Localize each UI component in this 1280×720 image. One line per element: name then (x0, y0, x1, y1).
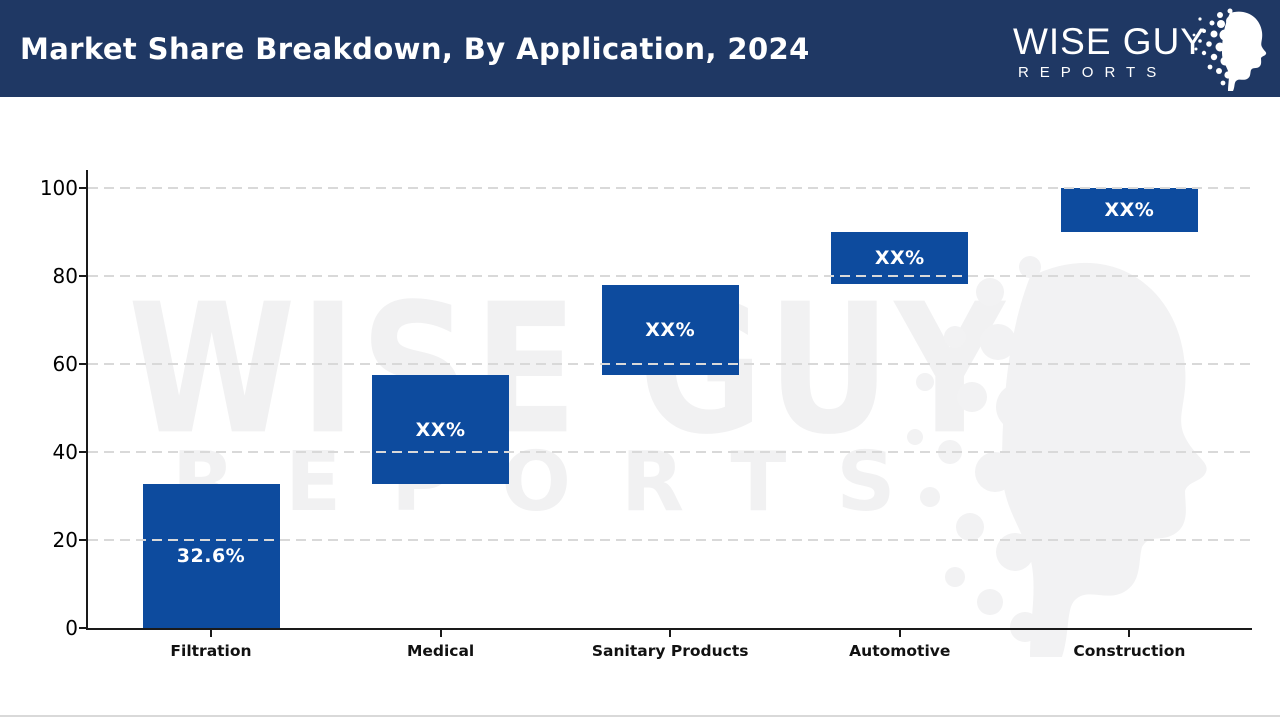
wise-guy-reports-logo: WISE GUY REPORTS (1013, 4, 1268, 94)
gridline-20 (88, 538, 1252, 541)
watermark-subtitle: REPORTS (172, 435, 946, 530)
bar-filtration: 32.6% (142, 484, 280, 628)
y-tick-mark-60 (79, 362, 87, 365)
header: Market Share Breakdown, By Application, … (0, 0, 1280, 97)
x-tick-mark-2 (439, 630, 442, 637)
x-tick-mark-3 (669, 630, 672, 637)
bar-medical: XX% (372, 374, 510, 485)
x-tick-mark-4 (898, 630, 901, 637)
bar-value-label: XX% (415, 418, 466, 441)
bar-value-label: 32.6% (176, 545, 246, 568)
y-tick-label-40: 40 (52, 439, 78, 464)
x-tick-mark-1 (210, 630, 212, 637)
x-axis-line (86, 628, 1252, 630)
x-tick-label-filtration: Filtration (170, 642, 252, 660)
y-tick-label-80: 80 (52, 263, 78, 288)
y-tick-label-20: 20 (52, 527, 78, 552)
bar-value-label: XX% (645, 318, 696, 341)
gridline-40 (88, 450, 1252, 453)
logo-subtitle: REPORTS (1017, 64, 1168, 81)
y-tick-mark-0 (79, 627, 87, 629)
gridline-80 (88, 274, 1252, 277)
x-tick-label-sanitary-products: Sanitary Products (591, 642, 749, 660)
x-tick-label-automotive: Automotive (849, 642, 951, 660)
bar-sanitary-products: XX% (601, 284, 739, 375)
y-axis-line (86, 170, 88, 628)
y-tick-mark-100 (79, 186, 87, 189)
x-tick-mark-5 (1128, 630, 1131, 637)
y-tick-mark-20 (79, 538, 87, 541)
y-tick-mark-40 (79, 450, 87, 453)
gridline-60 (88, 362, 1252, 365)
bar-value-label: XX% (874, 247, 925, 270)
bar-value-label: XX% (1104, 198, 1155, 221)
y-tick-label-100: 100 (39, 175, 78, 200)
watermark-wordmark: WISE GUY (128, 265, 1009, 474)
chart-area: WISE GUY REPORTS 32.6% XX% XX% XX% XX% 0 20 40 6… (0, 97, 1280, 720)
x-tick-label-medical: Medical (406, 642, 475, 660)
gridline-100 (88, 186, 1252, 189)
y-tick-label-0: 0 (65, 616, 78, 640)
y-tick-mark-80 (79, 274, 87, 277)
bottom-divider (0, 715, 1280, 717)
dotted-head-profile-icon (1192, 8, 1267, 91)
logo-wordmark: WISE GUY (1012, 21, 1206, 62)
x-tick-label-construction: Construction (1073, 642, 1186, 660)
y-tick-label-60: 60 (52, 351, 78, 376)
page-title: Market Share Breakdown, By Application, … (20, 31, 810, 66)
bar-construction: XX% (1060, 187, 1198, 232)
logo-text: WISE GUY REPORTS (1013, 22, 1206, 82)
